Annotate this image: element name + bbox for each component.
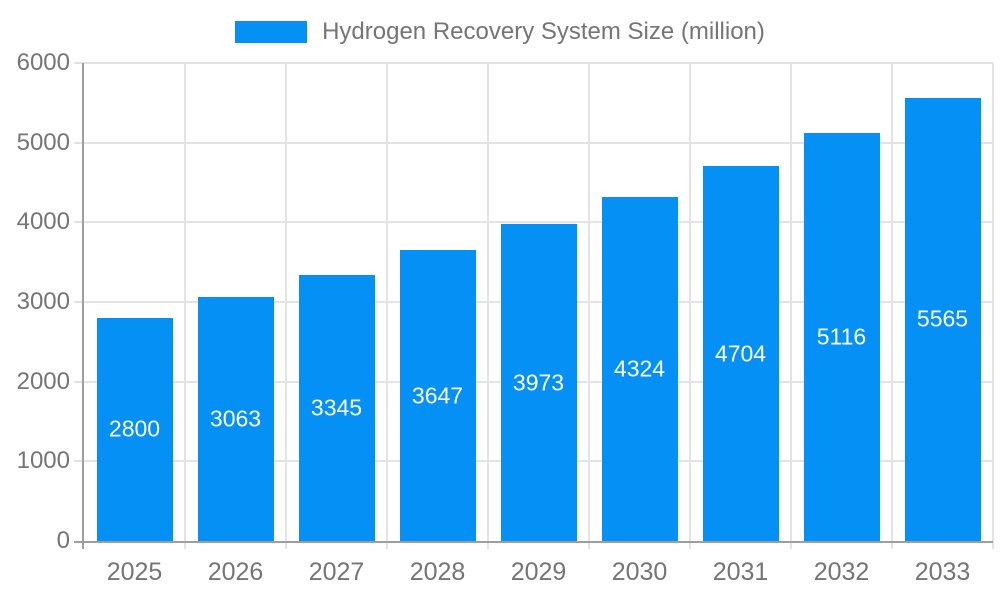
- x-axis-tick-label: 2032: [813, 558, 870, 586]
- bar-value-label: 3973: [512, 369, 565, 396]
- legend-item[interactable]: Hydrogen Recovery System Size (million): [235, 18, 765, 46]
- legend-swatch: [235, 21, 308, 43]
- legend: Hydrogen Recovery System Size (million): [0, 18, 1000, 46]
- gridline-horizontal: [74, 62, 993, 64]
- gridline-vertical: [285, 63, 287, 549]
- bar-value-label: 3063: [209, 405, 262, 432]
- y-axis-tick-label: 2000: [16, 367, 70, 395]
- x-axis-tick-label: 2028: [409, 558, 466, 586]
- x-axis-tick-label: 2026: [207, 558, 264, 586]
- bar-2026[interactable]: 3063: [197, 296, 274, 541]
- gridline-vertical: [487, 63, 489, 549]
- y-axis-line: [82, 63, 84, 549]
- gridline-vertical: [992, 63, 994, 549]
- bar-value-label: 5565: [916, 305, 969, 332]
- x-axis-tick-label: 2025: [106, 558, 163, 586]
- gridline-vertical: [386, 63, 388, 549]
- bar-2033[interactable]: 5565: [904, 97, 981, 541]
- bar-value-label: 2800: [108, 415, 161, 442]
- x-axis-line: [74, 541, 993, 543]
- bar-2029[interactable]: 3973: [500, 224, 577, 541]
- bar-value-label: 3345: [310, 394, 363, 421]
- x-axis-tick-labels: 2025 2026 2027 2028 2029 2030 2031 2032 2033: [84, 557, 993, 591]
- bar-value-label: 5116: [816, 323, 867, 350]
- x-axis-tick-label: 2031: [712, 558, 769, 586]
- gridline-horizontal: [74, 141, 993, 144]
- bar-2030[interactable]: 4324: [601, 196, 678, 541]
- y-axis-tick-label: 6000: [16, 49, 70, 76]
- gridline-vertical: [184, 63, 186, 549]
- y-axis-tick-labels: 0 1000 2000 3000 4000 5000 6000: [0, 49, 70, 554]
- x-axis-tick-label: 2029: [510, 558, 567, 586]
- x-axis-tick-label: 2027: [308, 558, 365, 586]
- y-axis-tick-label: 0: [56, 527, 70, 554]
- gridline-vertical: [689, 63, 691, 549]
- bar-2027[interactable]: 3345: [298, 274, 375, 541]
- x-axis-tick-label: 2030: [611, 558, 668, 586]
- y-axis-tick-label: 3000: [16, 288, 70, 315]
- gridline-horizontal: [74, 221, 993, 224]
- bar-2031[interactable]: 4704: [702, 166, 779, 541]
- y-axis-tick-label: 5000: [16, 128, 70, 156]
- gridline-vertical: [891, 63, 893, 549]
- y-axis-tick-label: 4000: [16, 208, 70, 236]
- plot-area: 2800 3063 3345 3647 3973 4324 4704 5116 5565: [74, 62, 994, 549]
- bar-2025[interactable]: 2800: [96, 317, 173, 541]
- legend-label: Hydrogen Recovery System Size (million): [322, 18, 765, 45]
- bar-2028[interactable]: 3647: [399, 250, 476, 541]
- x-axis-tick-label: 2033: [914, 558, 971, 586]
- y-axis-tick-label: 1000: [16, 447, 70, 475]
- gridline-vertical: [588, 63, 590, 549]
- bar-value-label: 3647: [411, 382, 464, 409]
- bar-value-label: 4324: [613, 355, 666, 382]
- bar-value-label: 4704: [714, 340, 767, 367]
- bar-2032[interactable]: 5116: [803, 133, 880, 541]
- gridline-vertical: [790, 63, 792, 549]
